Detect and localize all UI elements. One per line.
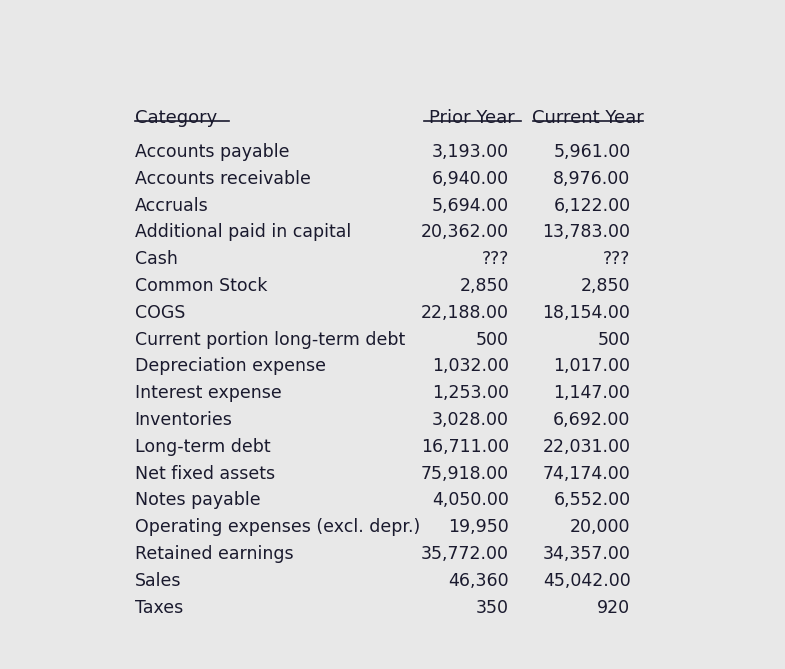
- Text: Prior Year: Prior Year: [429, 108, 515, 126]
- Text: Operating expenses (excl. depr.): Operating expenses (excl. depr.): [135, 518, 420, 536]
- Text: Common Stock: Common Stock: [135, 277, 267, 295]
- Text: Long-term debt: Long-term debt: [135, 438, 270, 456]
- Text: 22,031.00: 22,031.00: [542, 438, 630, 456]
- Text: 4,050.00: 4,050.00: [432, 491, 509, 509]
- Text: 5,694.00: 5,694.00: [432, 197, 509, 215]
- Text: 5,961.00: 5,961.00: [553, 143, 630, 161]
- Text: COGS: COGS: [135, 304, 185, 322]
- Text: 22,188.00: 22,188.00: [421, 304, 509, 322]
- Text: 74,174.00: 74,174.00: [542, 464, 630, 482]
- Text: 1,017.00: 1,017.00: [553, 357, 630, 375]
- Text: 46,360: 46,360: [448, 572, 509, 589]
- Text: Net fixed assets: Net fixed assets: [135, 464, 275, 482]
- Text: 18,154.00: 18,154.00: [542, 304, 630, 322]
- Text: 20,362.00: 20,362.00: [421, 223, 509, 242]
- Text: 45,042.00: 45,042.00: [542, 572, 630, 589]
- Text: Depreciation expense: Depreciation expense: [135, 357, 326, 375]
- Text: 19,950: 19,950: [448, 518, 509, 536]
- Text: Retained earnings: Retained earnings: [135, 545, 294, 563]
- Text: 34,357.00: 34,357.00: [542, 545, 630, 563]
- Text: 920: 920: [597, 599, 630, 617]
- Text: 8,976.00: 8,976.00: [553, 170, 630, 188]
- Text: 1,253.00: 1,253.00: [432, 384, 509, 402]
- Text: Sales: Sales: [135, 572, 181, 589]
- Text: ???: ???: [603, 250, 630, 268]
- Text: 6,552.00: 6,552.00: [553, 491, 630, 509]
- Text: 500: 500: [597, 330, 630, 349]
- Text: Accruals: Accruals: [135, 197, 208, 215]
- Text: 13,783.00: 13,783.00: [542, 223, 630, 242]
- Text: 16,711.00: 16,711.00: [421, 438, 509, 456]
- Text: 2,850: 2,850: [581, 277, 630, 295]
- Text: Notes payable: Notes payable: [135, 491, 261, 509]
- Text: Inventories: Inventories: [135, 411, 232, 429]
- Text: Current portion long-term debt: Current portion long-term debt: [135, 330, 405, 349]
- Text: 3,193.00: 3,193.00: [432, 143, 509, 161]
- Text: 2,850: 2,850: [459, 277, 509, 295]
- Text: ???: ???: [481, 250, 509, 268]
- Text: 1,147.00: 1,147.00: [553, 384, 630, 402]
- Text: Taxes: Taxes: [135, 599, 183, 617]
- Text: 350: 350: [476, 599, 509, 617]
- Text: 35,772.00: 35,772.00: [421, 545, 509, 563]
- Text: 500: 500: [476, 330, 509, 349]
- Text: Additional paid in capital: Additional paid in capital: [135, 223, 351, 242]
- Text: 20,000: 20,000: [570, 518, 630, 536]
- Text: 6,122.00: 6,122.00: [553, 197, 630, 215]
- Text: 6,940.00: 6,940.00: [432, 170, 509, 188]
- Text: Current Year: Current Year: [532, 108, 644, 126]
- Text: Accounts payable: Accounts payable: [135, 143, 289, 161]
- Text: Interest expense: Interest expense: [135, 384, 281, 402]
- Text: 3,028.00: 3,028.00: [432, 411, 509, 429]
- Text: 6,692.00: 6,692.00: [553, 411, 630, 429]
- Text: 75,918.00: 75,918.00: [421, 464, 509, 482]
- Text: Cash: Cash: [135, 250, 177, 268]
- Text: Category: Category: [135, 108, 217, 126]
- Text: 1,032.00: 1,032.00: [432, 357, 509, 375]
- Text: Accounts receivable: Accounts receivable: [135, 170, 311, 188]
